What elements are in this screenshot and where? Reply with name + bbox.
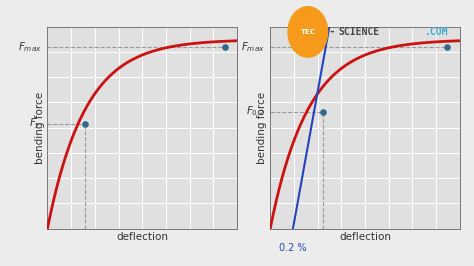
Y-axis label: bending force: bending force — [35, 92, 45, 164]
Point — [319, 109, 327, 114]
Text: $F_{max}$: $F_{max}$ — [18, 40, 42, 54]
Text: $F_y$: $F_y$ — [29, 117, 42, 131]
Y-axis label: bending force: bending force — [257, 92, 267, 164]
Point — [221, 45, 228, 49]
Text: -: - — [329, 27, 334, 37]
Text: TEC: TEC — [301, 29, 315, 35]
Point — [444, 45, 451, 49]
Text: .COM: .COM — [425, 27, 448, 37]
X-axis label: deflection: deflection — [339, 231, 391, 242]
Text: 0.2 %: 0.2 % — [279, 243, 307, 253]
Text: SCIENCE: SCIENCE — [338, 27, 380, 37]
Text: $F_{max}$: $F_{max}$ — [241, 40, 264, 54]
X-axis label: deflection: deflection — [116, 231, 168, 242]
Point — [82, 122, 89, 126]
Text: $F_{0.2}$: $F_{0.2}$ — [246, 105, 264, 118]
Ellipse shape — [288, 7, 328, 57]
